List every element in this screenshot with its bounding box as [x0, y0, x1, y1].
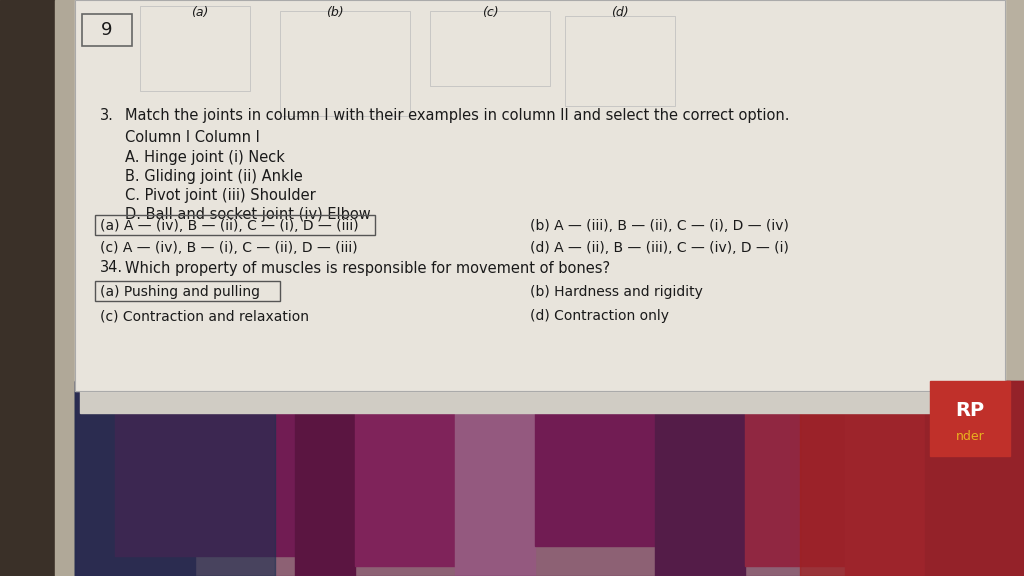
Text: (c): (c)	[481, 6, 499, 19]
Bar	[0, 0, 75, 576]
Text: Match the joints in column I with their examples in column II and select the cor: Match the joints in column I with their …	[125, 108, 790, 123]
Bar	[82, 14, 132, 46]
Bar	[280, 11, 410, 116]
Text: (b) A — (iii), B — (ii), C — (i), D — (iv): (b) A — (iii), B — (ii), C — (i), D — (i…	[530, 219, 788, 233]
Text: (d): (d)	[611, 6, 629, 19]
Text: 3.: 3.	[100, 108, 114, 123]
Text: 9: 9	[101, 21, 113, 39]
Bar	[355, 381, 455, 566]
Text: RP: RP	[955, 401, 984, 420]
Bar	[845, 381, 925, 576]
Bar	[800, 381, 1024, 576]
Bar	[95, 281, 280, 301]
Bar	[75, 0, 1005, 391]
Text: (d) A — (ii), B — (iii), C — (iv), D — (i): (d) A — (ii), B — (iii), C — (iv), D — (…	[530, 241, 788, 255]
Bar	[535, 381, 655, 546]
Text: D. Ball and socket joint (iv) Elbow: D. Ball and socket joint (iv) Elbow	[125, 207, 371, 222]
Text: (d) Contraction only: (d) Contraction only	[530, 309, 669, 323]
Text: A. Hinge joint (i) Neck: A. Hinge joint (i) Neck	[125, 150, 285, 165]
Bar	[115, 381, 295, 556]
Text: B. Gliding joint (ii) Ankle: B. Gliding joint (ii) Ankle	[125, 169, 303, 184]
Text: (a): (a)	[191, 6, 209, 19]
Text: (c) Contraction and relaxation: (c) Contraction and relaxation	[100, 309, 309, 323]
Bar	[430, 11, 550, 86]
Text: (a) A — (iv), B — (ii), C — (i), D — (iii): (a) A — (iv), B — (ii), C — (i), D — (ii…	[100, 219, 358, 233]
Text: (b) Hardness and rigidity: (b) Hardness and rigidity	[530, 285, 702, 299]
Bar	[140, 6, 250, 91]
Bar	[925, 381, 1024, 576]
Bar	[455, 381, 535, 576]
Bar	[75, 381, 195, 576]
Text: (a) Pushing and pulling: (a) Pushing and pulling	[100, 285, 260, 299]
Text: (c) A — (iv), B — (i), C — (ii), D — (iii): (c) A — (iv), B — (i), C — (ii), D — (ii…	[100, 241, 357, 255]
Bar	[565, 16, 675, 106]
Text: 34.: 34.	[100, 260, 123, 275]
Bar	[75, 381, 1024, 576]
Bar	[930, 381, 1010, 456]
Text: Which property of muscles is responsible for movement of bones?: Which property of muscles is responsible…	[125, 260, 610, 275]
Bar	[55, 0, 85, 576]
Bar	[295, 381, 355, 576]
Bar	[655, 381, 745, 576]
Bar	[75, 0, 1005, 391]
Text: Column I Column I: Column I Column I	[125, 130, 260, 145]
Bar	[75, 381, 275, 576]
Bar	[75, 381, 115, 576]
Bar	[80, 388, 1000, 413]
Bar	[745, 381, 845, 566]
Text: (b): (b)	[327, 6, 344, 19]
Text: nder: nder	[955, 430, 984, 442]
Bar	[95, 215, 375, 235]
Text: C. Pivot joint (iii) Shoulder: C. Pivot joint (iii) Shoulder	[125, 188, 315, 203]
